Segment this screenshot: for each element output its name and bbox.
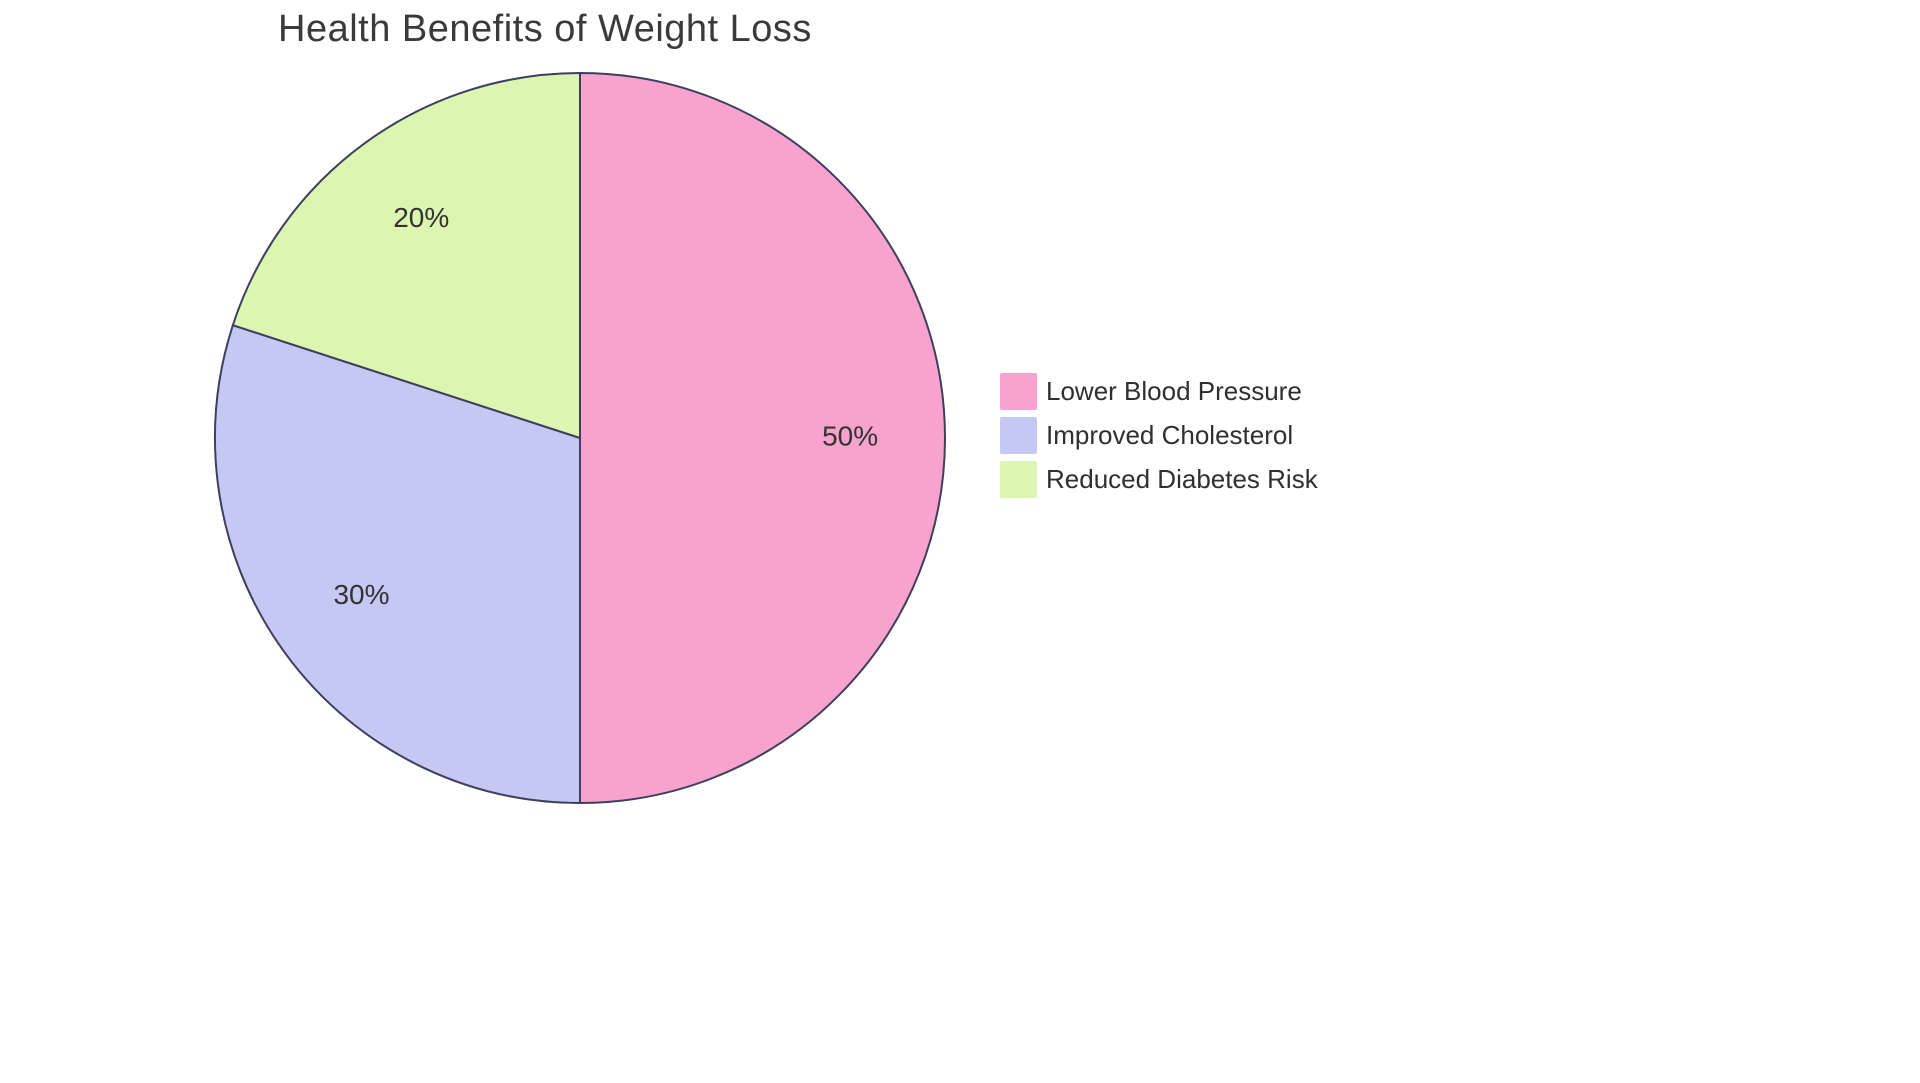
legend-item-reduced-diabetes-risk: Reduced Diabetes Risk [1000,461,1318,498]
legend-swatch-improved-cholesterol [1000,417,1037,454]
legend-label-improved-cholesterol: Improved Cholesterol [1046,420,1294,450]
slice-value-label-improved-cholesterol: 30% [333,579,389,610]
pie-slices [214,72,946,804]
legend-item-lower-blood-pressure: Lower Blood Pressure [1000,373,1318,410]
legend-label-lower-blood-pressure: Lower Blood Pressure [1046,376,1302,406]
chart-title: Health Benefits of Weight Loss [278,8,812,50]
legend: Lower Blood Pressure Improved Cholestero… [1000,373,1318,505]
slice-value-label-reduced-diabetes-risk: 20% [393,202,449,233]
legend-swatch-reduced-diabetes-risk [1000,461,1037,498]
pie-slice-lower-blood-pressure [579,72,946,804]
pie-slice-labels: 50% 30% 20% [333,202,878,610]
legend-swatch-lower-blood-pressure [1000,373,1037,410]
pie-slice-improved-cholesterol [214,324,581,804]
slice-value-label-lower-blood-pressure: 50% [822,420,878,451]
pie-slice-reduced-diabetes-risk [231,72,581,439]
legend-item-improved-cholesterol: Improved Cholesterol [1000,417,1318,454]
legend-label-reduced-diabetes-risk: Reduced Diabetes Risk [1046,464,1318,494]
